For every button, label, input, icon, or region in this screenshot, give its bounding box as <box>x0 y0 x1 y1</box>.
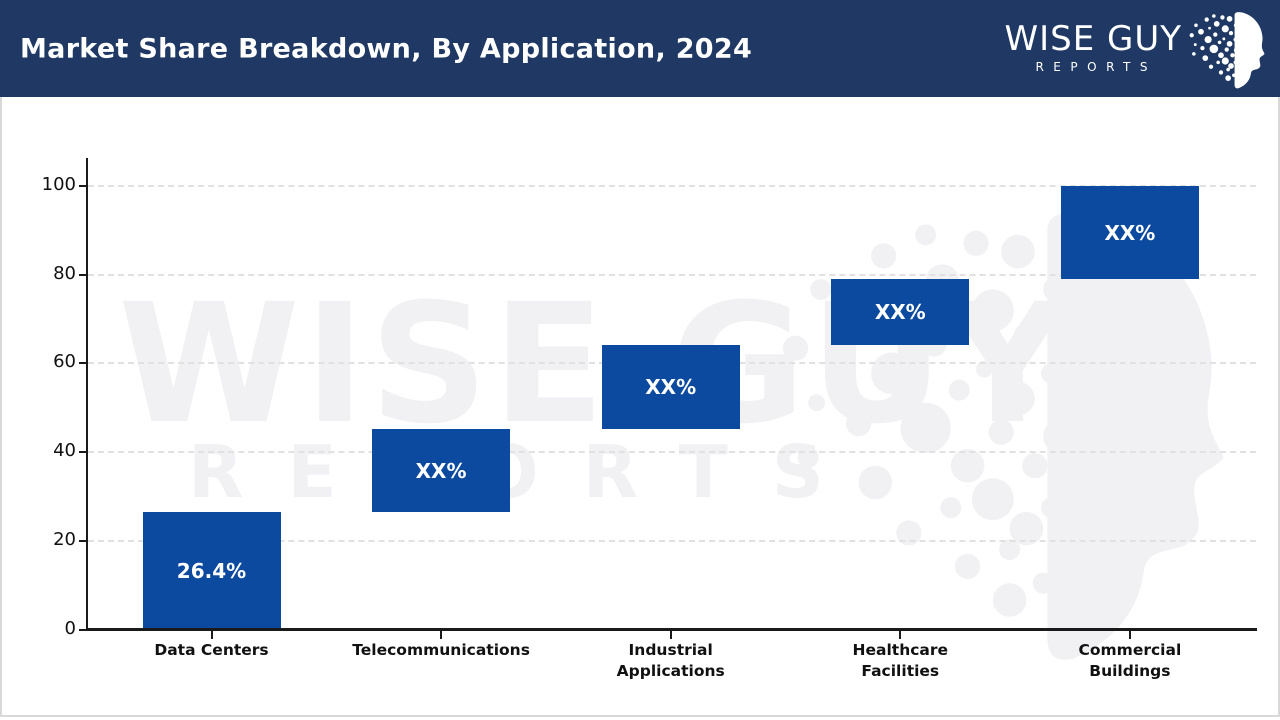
bar-telecommunications: XX% <box>372 429 511 513</box>
x-tick-0 <box>210 631 213 639</box>
y-tick-100 <box>79 185 87 187</box>
dotted-head-icon <box>1186 8 1266 98</box>
y-tick-0 <box>79 628 87 631</box>
y-tick-label-20: 20 <box>53 528 76 550</box>
bar-healthcare-facilities: XX% <box>831 279 970 346</box>
wise-guy-logo: WISE GUY REPORTS <box>1004 5 1266 93</box>
logo-text: WISE GUY REPORTS <box>1004 21 1182 74</box>
gridline-40 <box>88 451 1256 454</box>
bar-industrial-applications: XX% <box>601 345 740 430</box>
y-tick-20 <box>79 539 87 542</box>
bar-data-centers: 26.4% <box>142 512 281 630</box>
bar-value-label: XX% <box>645 375 697 400</box>
gridline-100 <box>88 185 1256 187</box>
bar-value-label: XX% <box>415 458 467 483</box>
gridline-20 <box>88 539 1256 542</box>
logo-brand-text: WISE GUY <box>1004 19 1182 59</box>
x-tick-3 <box>899 631 902 639</box>
chart-title: Market Share Breakdown, By Application, … <box>20 33 753 64</box>
bar-commercial-buildings: XX% <box>1060 186 1199 280</box>
y-tick-label-0: 0 <box>64 617 76 639</box>
header: Market Share Breakdown, By Application, … <box>0 0 1280 97</box>
y-tick-60 <box>79 362 87 365</box>
x-category-label-4: Commercial Buildings <box>1078 641 1182 680</box>
x-category-label-1: Telecommunications <box>352 641 530 659</box>
logo-sub-text: REPORTS <box>1035 60 1157 74</box>
x-category-label-0: Data Centers <box>154 641 269 659</box>
y-tick-label-60: 60 <box>53 351 76 373</box>
bar-value-label: XX% <box>1104 220 1156 245</box>
y-tick-label-80: 80 <box>53 262 76 284</box>
x-tick-2 <box>669 631 672 639</box>
y-axis-spine <box>86 158 88 631</box>
x-category-label-2: Industrial Applications <box>616 641 725 680</box>
y-tick-40 <box>79 451 87 454</box>
x-tick-1 <box>440 631 443 639</box>
bar-value-label: 26.4% <box>176 558 247 583</box>
x-tick-4 <box>1128 631 1131 639</box>
x-category-label-3: Healthcare Facilities <box>852 641 949 680</box>
watermark-head-graphic <box>762 188 1232 697</box>
y-tick-label-40: 40 <box>53 440 76 462</box>
x-axis-spine <box>86 628 1257 631</box>
y-tick-80 <box>79 273 87 276</box>
bar-value-label: XX% <box>874 300 926 325</box>
y-tick-label-100: 100 <box>41 174 76 195</box>
gridline-80 <box>88 273 1256 276</box>
